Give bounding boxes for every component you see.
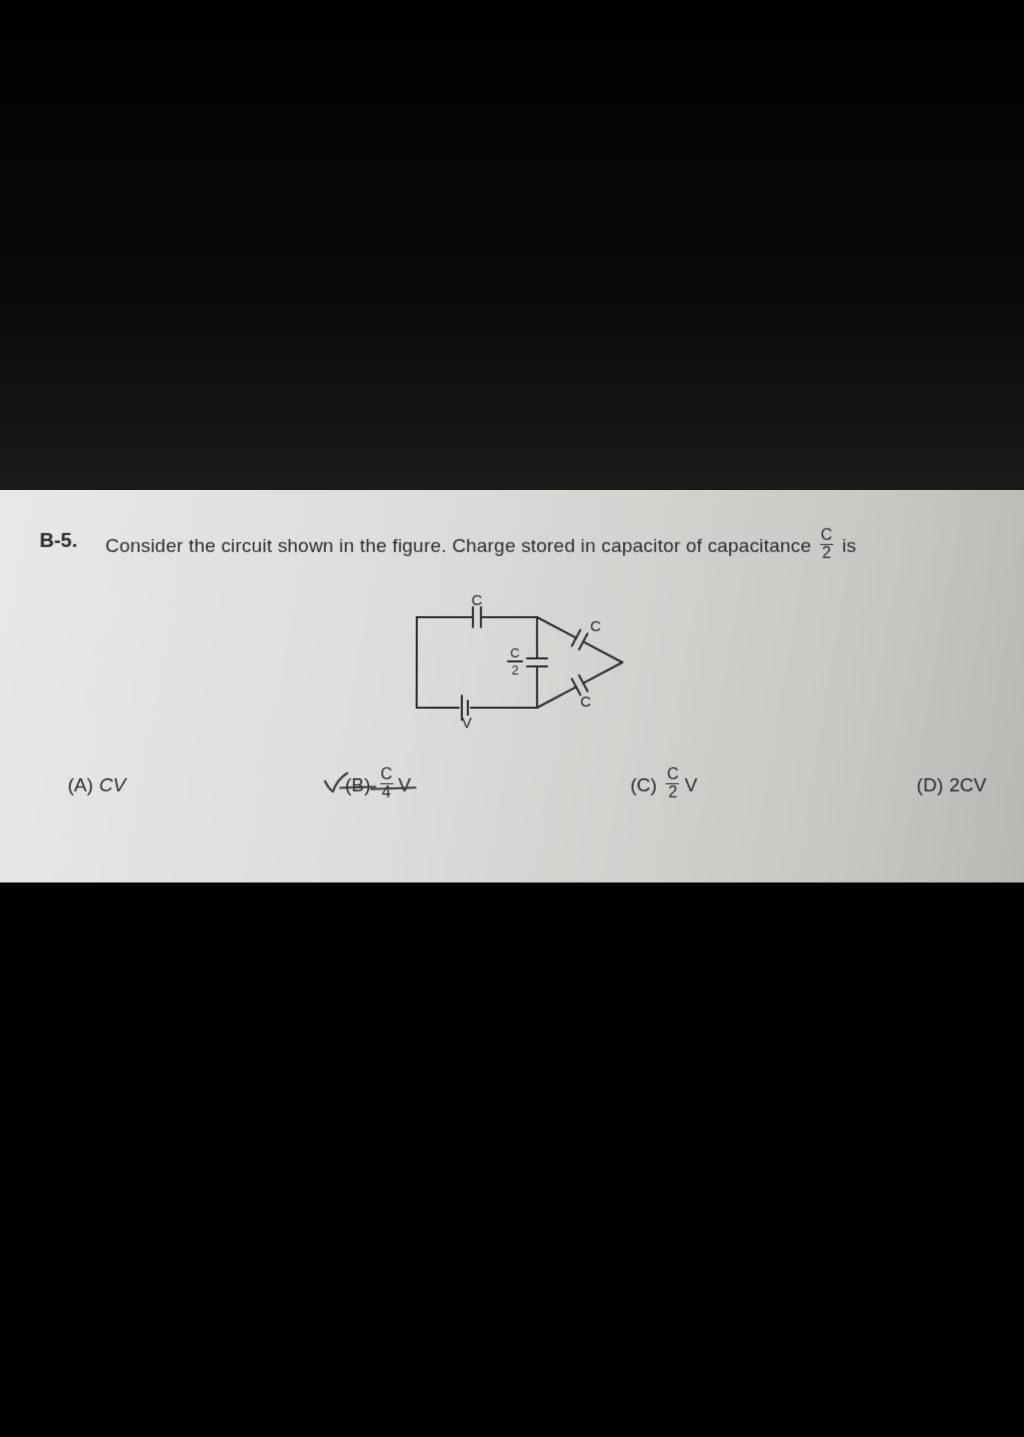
option-c-suffix: V [685, 775, 698, 797]
question-fraction-num: C [819, 528, 835, 544]
background-dark-top [0, 0, 1024, 490]
option-c-frac-num: C [665, 767, 681, 783]
option-a-text: CV [99, 775, 126, 797]
paper-region: B-5. Consider the circuit shown in the f… [0, 490, 1024, 882]
svg-text:C: C [580, 694, 591, 711]
question-fraction: C 2 [819, 528, 835, 562]
background-dark-bottom [0, 877, 1024, 1437]
option-b-value: C 4 V [377, 769, 411, 803]
option-c-value: C 2 V [663, 769, 698, 803]
option-c-frac-den: 2 [666, 783, 679, 801]
circuit-diagram-wrap: C V C C C 2 [38, 582, 996, 743]
option-b-frac-den: 4 [380, 783, 393, 801]
svg-text:2: 2 [511, 662, 518, 677]
question-number: B-5. [39, 530, 77, 553]
option-b-frac-num: C [379, 767, 395, 783]
option-d-label: (D) [917, 775, 944, 797]
options-row: (A) CV (B) C 4 V (C) C 2 [37, 769, 996, 803]
svg-text:C: C [590, 619, 601, 636]
question-text: Consider the circuit shown in the figure… [105, 530, 856, 564]
circuit-diagram: C V C C C 2 [386, 582, 647, 743]
svg-text:C: C [510, 645, 519, 660]
option-b-fraction: C 4 [379, 767, 395, 801]
option-c-fraction: C 2 [665, 767, 681, 801]
option-a: (A) CV [68, 769, 126, 803]
option-d-text: 2CV [949, 775, 986, 797]
svg-text:V: V [462, 715, 472, 732]
option-a-label: (A) [68, 775, 94, 797]
question-fraction-den: 2 [820, 544, 833, 562]
option-b-suffix: V [398, 775, 411, 797]
option-b-label: (B) [345, 775, 371, 797]
option-c: (C) C 2 V [630, 769, 697, 803]
question-text-before: Consider the circuit shown in the figure… [105, 536, 817, 557]
svg-text:C: C [472, 592, 483, 609]
question-text-after: is [842, 536, 856, 557]
option-b: (B) C 4 V [345, 769, 411, 803]
option-c-label: (C) [630, 775, 657, 797]
option-d: (D) 2CV [917, 769, 987, 803]
question-row: B-5. Consider the circuit shown in the f… [39, 530, 994, 564]
